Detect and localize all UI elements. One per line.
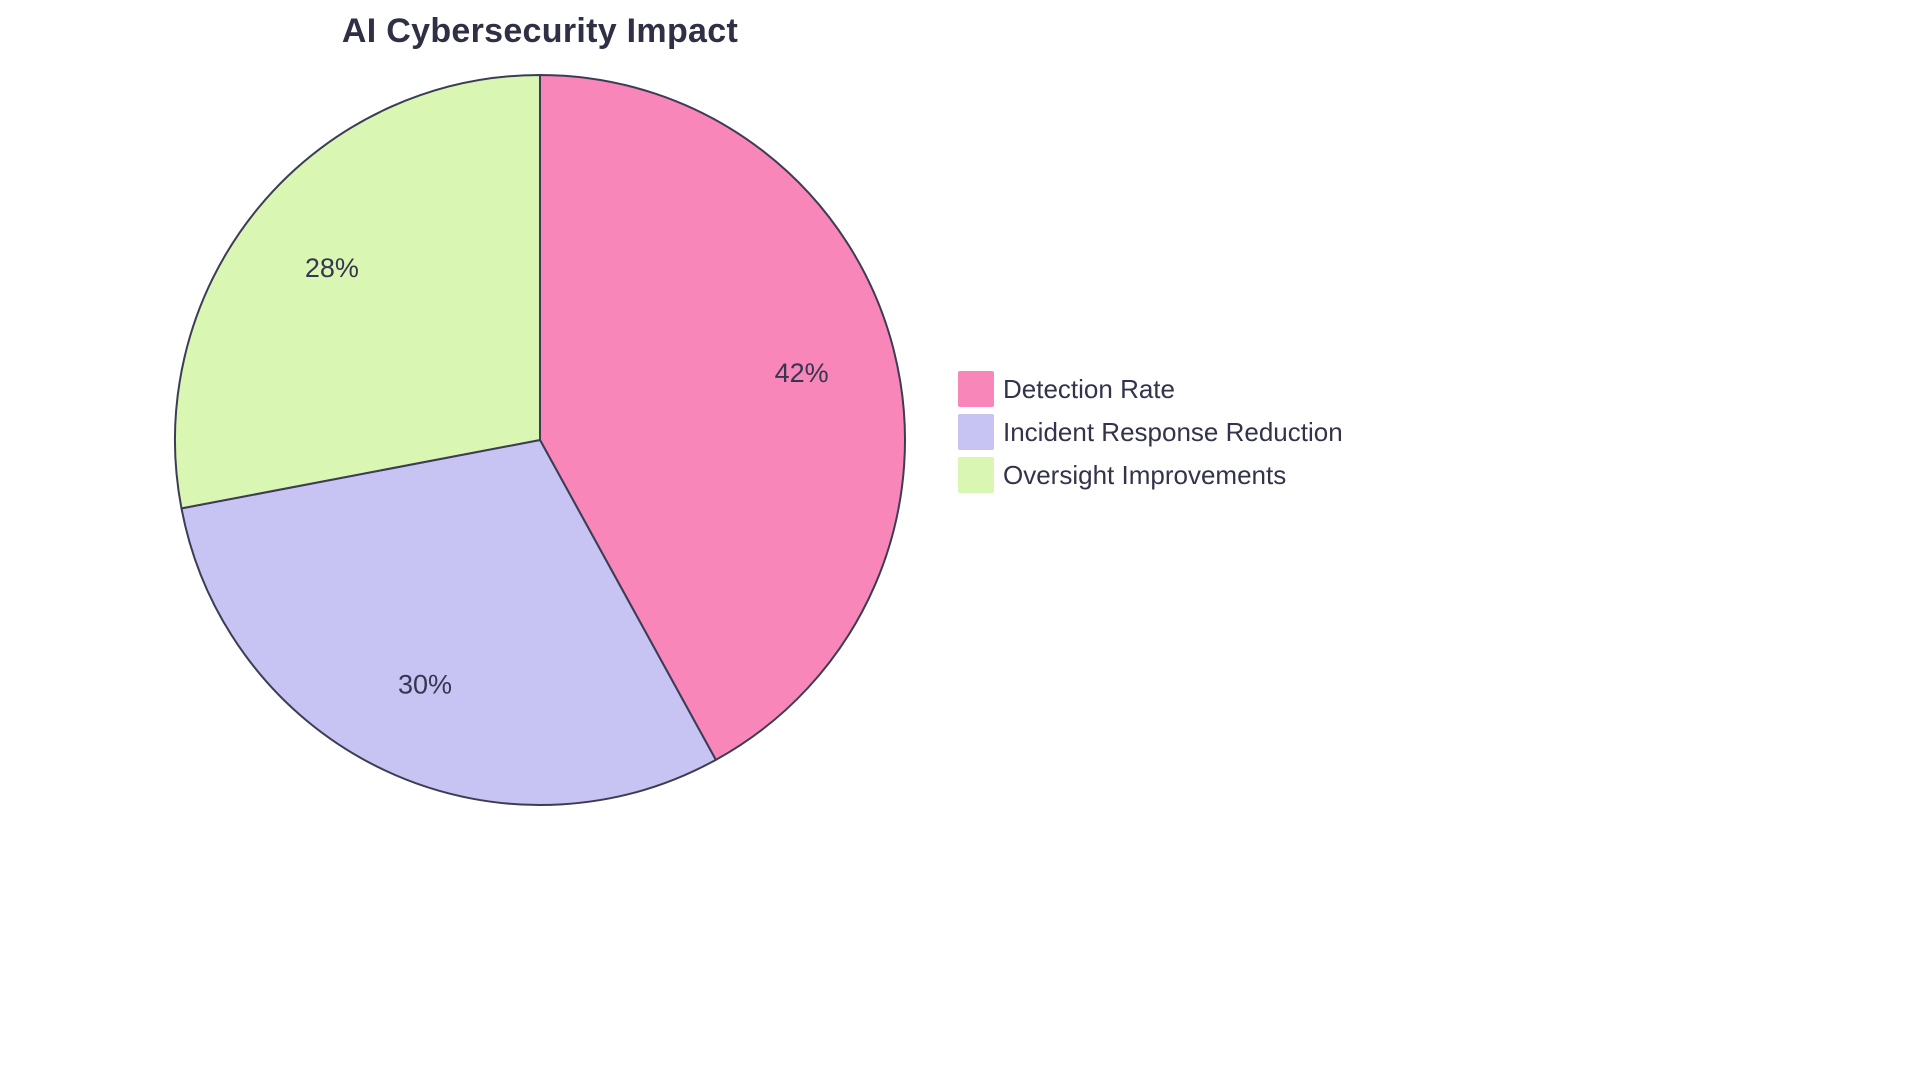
legend-item-detection-rate: Detection Rate (958, 371, 1343, 407)
pie-slice-oversight-improvements (174, 74, 541, 510)
legend-label-detection-rate: Detection Rate (1003, 373, 1175, 404)
pie-slice-incident-response-reduction (180, 439, 717, 806)
slice-percent-label-oversight-improvements: 28% (305, 253, 359, 283)
slice-percent-label-incident-response-reduction: 30% (398, 669, 452, 699)
legend-swatch-oversight-improvements (958, 457, 994, 493)
legend-item-oversight-improvements: Oversight Improvements (958, 457, 1343, 493)
legend-label-incident-response-reduction: Incident Response Reduction (1003, 416, 1343, 447)
chart-title: AI Cybersecurity Impact (341, 12, 739, 50)
legend-item-incident-response-reduction: Incident Response Reduction (958, 414, 1343, 450)
legend: Detection Rate Incident Response Reductio… (958, 371, 1343, 493)
slice-percent-label-detection-rate: 42% (775, 358, 829, 388)
legend-label-oversight-improvements: Oversight Improvements (1003, 459, 1287, 490)
pie-slice-detection-rate (539, 74, 906, 761)
legend-swatch-incident-response-reduction (958, 414, 994, 450)
legend-swatch-detection-rate (958, 371, 994, 407)
